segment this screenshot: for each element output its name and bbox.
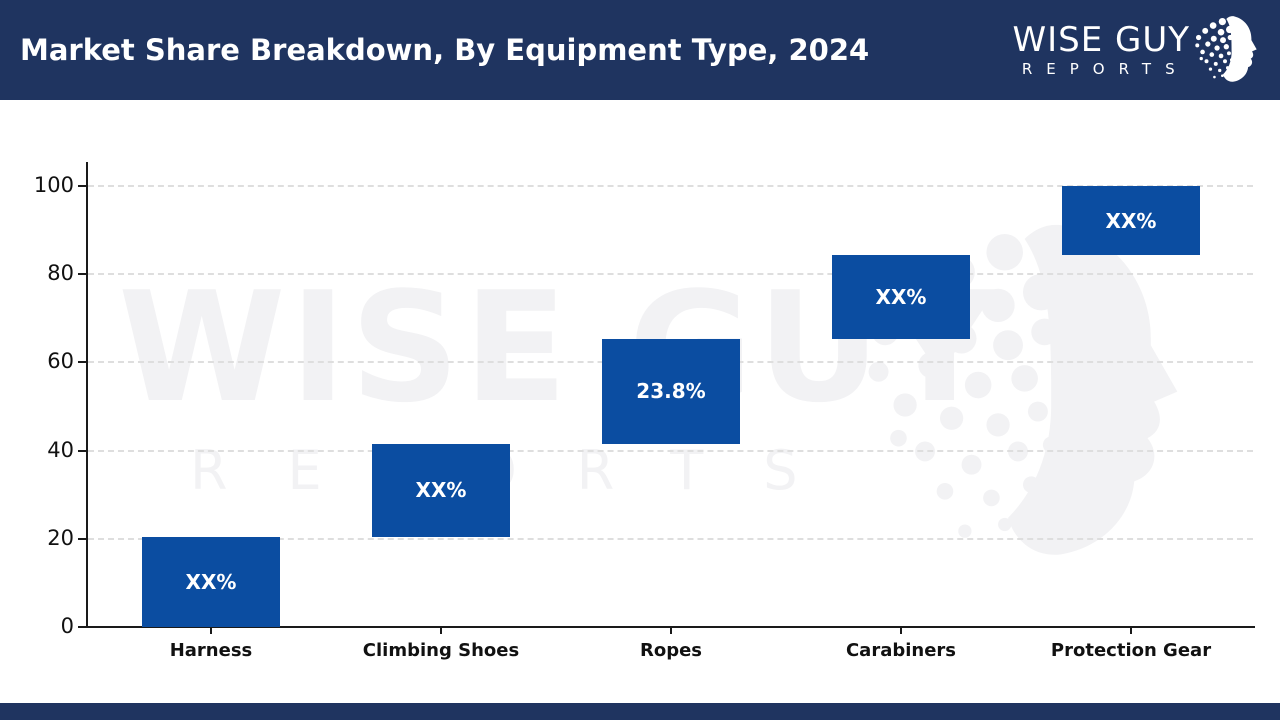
gridline-20 <box>88 537 1253 540</box>
x-axis-category-label: Climbing Shoes <box>362 640 520 661</box>
bar-carabiners: XX% <box>832 255 970 339</box>
y-axis-tick-label: 40 <box>47 437 74 462</box>
x-axis-category-label: Protection Gear <box>1050 640 1212 661</box>
gridline-40 <box>88 449 1253 452</box>
y-tick-mark <box>78 185 86 187</box>
bar-value-label: XX% <box>415 478 467 503</box>
logo-head-dots-icon <box>1195 16 1257 82</box>
bar-ropes: 23.8% <box>602 338 740 444</box>
x-tick-mark <box>210 628 212 634</box>
y-axis-tick-label: 20 <box>47 525 74 550</box>
bar-protection-gear: XX% <box>1062 186 1200 256</box>
bar-value-label: 23.8% <box>636 379 706 404</box>
y-tick-mark <box>78 626 86 628</box>
logo-wise-guy-text: WISE GUY <box>1012 19 1190 60</box>
y-axis-tick-label: 60 <box>47 349 74 374</box>
x-axis-category-label: Ropes <box>639 640 703 661</box>
y-tick-mark <box>78 361 86 364</box>
x-tick-mark <box>1130 628 1132 634</box>
x-tick-mark <box>670 628 672 634</box>
bar-value-label: XX% <box>875 284 927 309</box>
gridline-100 <box>88 185 1253 187</box>
y-tick-mark <box>78 537 86 540</box>
bar-value-label: XX% <box>185 570 237 595</box>
footer-bar <box>0 703 1280 720</box>
y-axis-tick-label: 100 <box>33 173 74 197</box>
x-tick-mark <box>440 628 442 634</box>
header-bar: Market Share Breakdown, By Equipment Typ… <box>0 0 1280 100</box>
y-tick-mark <box>78 273 86 276</box>
y-axis-line <box>86 162 88 628</box>
y-axis-tick-label: 80 <box>47 261 74 286</box>
bar-climbing-shoes: XX% <box>372 443 510 538</box>
y-axis-tick-label: 0 <box>60 614 74 638</box>
logo-reports-text: REPORTS <box>1021 60 1189 79</box>
x-tick-mark <box>900 628 902 634</box>
x-axis-line <box>86 626 1255 628</box>
logo-text: WISE GUY REPORTS <box>1012 19 1190 79</box>
bar-value-label: XX% <box>1105 208 1157 233</box>
chart-title: Market Share Breakdown, By Equipment Typ… <box>20 33 870 67</box>
gridline-80 <box>88 273 1253 276</box>
y-tick-mark <box>78 449 86 452</box>
wise-guy-reports-logo: WISE GUY REPORTS <box>1012 12 1258 88</box>
x-axis-category-label: Carabiners <box>845 640 957 661</box>
x-axis-category-label: Harness <box>169 640 253 661</box>
bar-harness: XX% <box>142 537 280 627</box>
